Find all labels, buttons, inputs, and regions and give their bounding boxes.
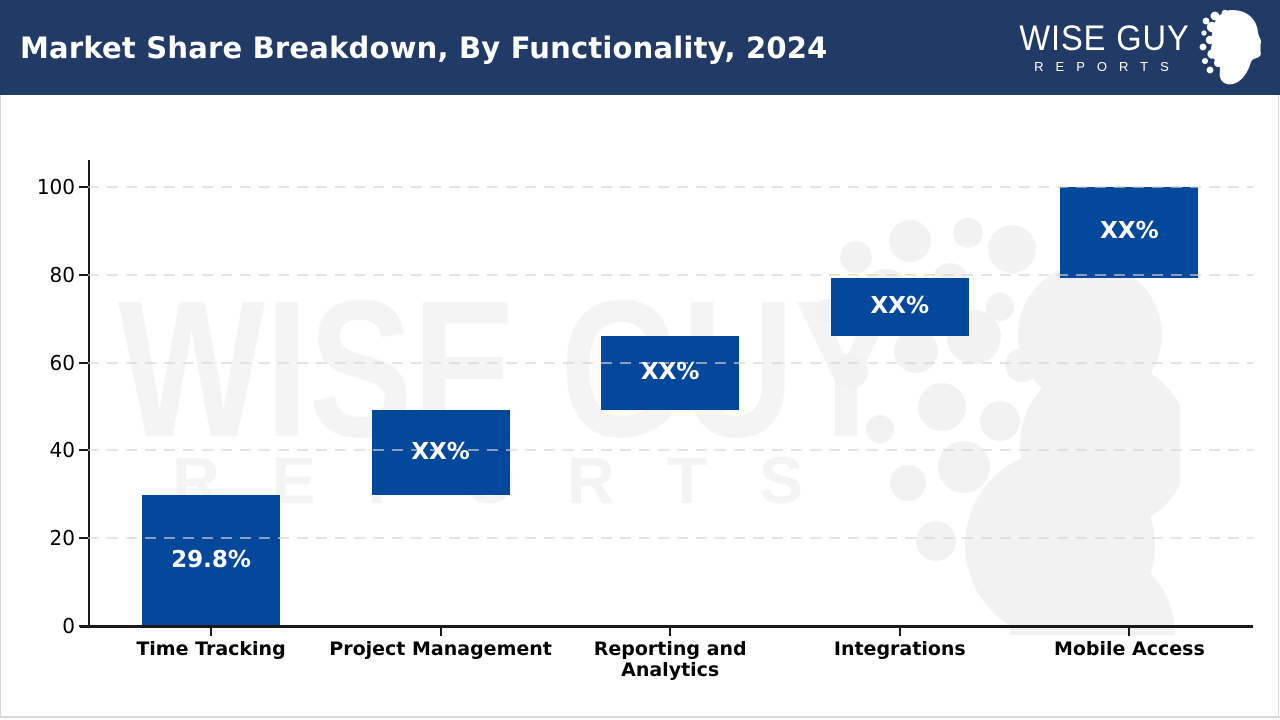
gridline [88,537,1253,540]
bar-segment [601,336,740,411]
y-tick-label: 20 [49,526,75,551]
bar-value-label: XX% [411,438,470,465]
x-category-label: Reporting and Analytics [593,638,747,681]
x-category-label: Mobile Access [1053,638,1205,660]
gridline [88,449,1253,452]
y-tick-mark [79,537,88,540]
right-edge-line [1278,95,1279,717]
y-tick-label: 0 [62,614,75,638]
y-tick-mark [79,361,88,364]
bar-value-label: XX% [1100,218,1159,245]
gridline [88,273,1253,276]
watermark-head-icon [816,218,1180,635]
gridline [88,361,1253,364]
bar-segment [1060,187,1199,278]
header-bar: Market Share Breakdown, By Functionality… [0,0,1280,95]
bottom-edge-line [0,716,1280,718]
bar-value-label: XX% [870,293,930,320]
gridline [88,186,1253,188]
page-title: Market Share Breakdown, By Functionality… [20,30,828,65]
y-tick-mark [79,449,88,452]
x-category-label: Integrations [833,638,966,660]
x-tick-mark [669,628,672,636]
x-tick-mark [1128,628,1131,636]
left-edge-line [0,95,1,717]
x-axis-line [80,625,1253,628]
bar-segment [142,495,280,626]
y-tick-label: 40 [49,438,75,463]
bar-value-label: 29.8% [171,546,251,573]
y-tick-label: 60 [49,350,75,375]
x-tick-mark [210,628,212,636]
brand-logo: WISE GUY REPORTS [1013,7,1264,89]
brand-head-icon [1199,9,1262,84]
x-category-label: Time Tracking [136,638,286,660]
x-tick-mark [898,628,901,636]
brand-name: WISE GUY [1019,19,1190,58]
bar-value-label: XX% [640,359,700,386]
y-tick-label: 100 [36,175,75,199]
y-axis-line [88,160,90,627]
x-category-label: Project Management [329,638,552,660]
y-tick-label: 80 [49,262,75,287]
bar-segment [371,410,510,496]
brand-logo-text: WISE GUY REPORTS [1013,19,1196,75]
x-tick-mark [439,628,442,636]
brand-subtitle: REPORTS [1034,59,1181,74]
y-tick-mark [79,186,88,188]
y-tick-mark [79,273,88,276]
